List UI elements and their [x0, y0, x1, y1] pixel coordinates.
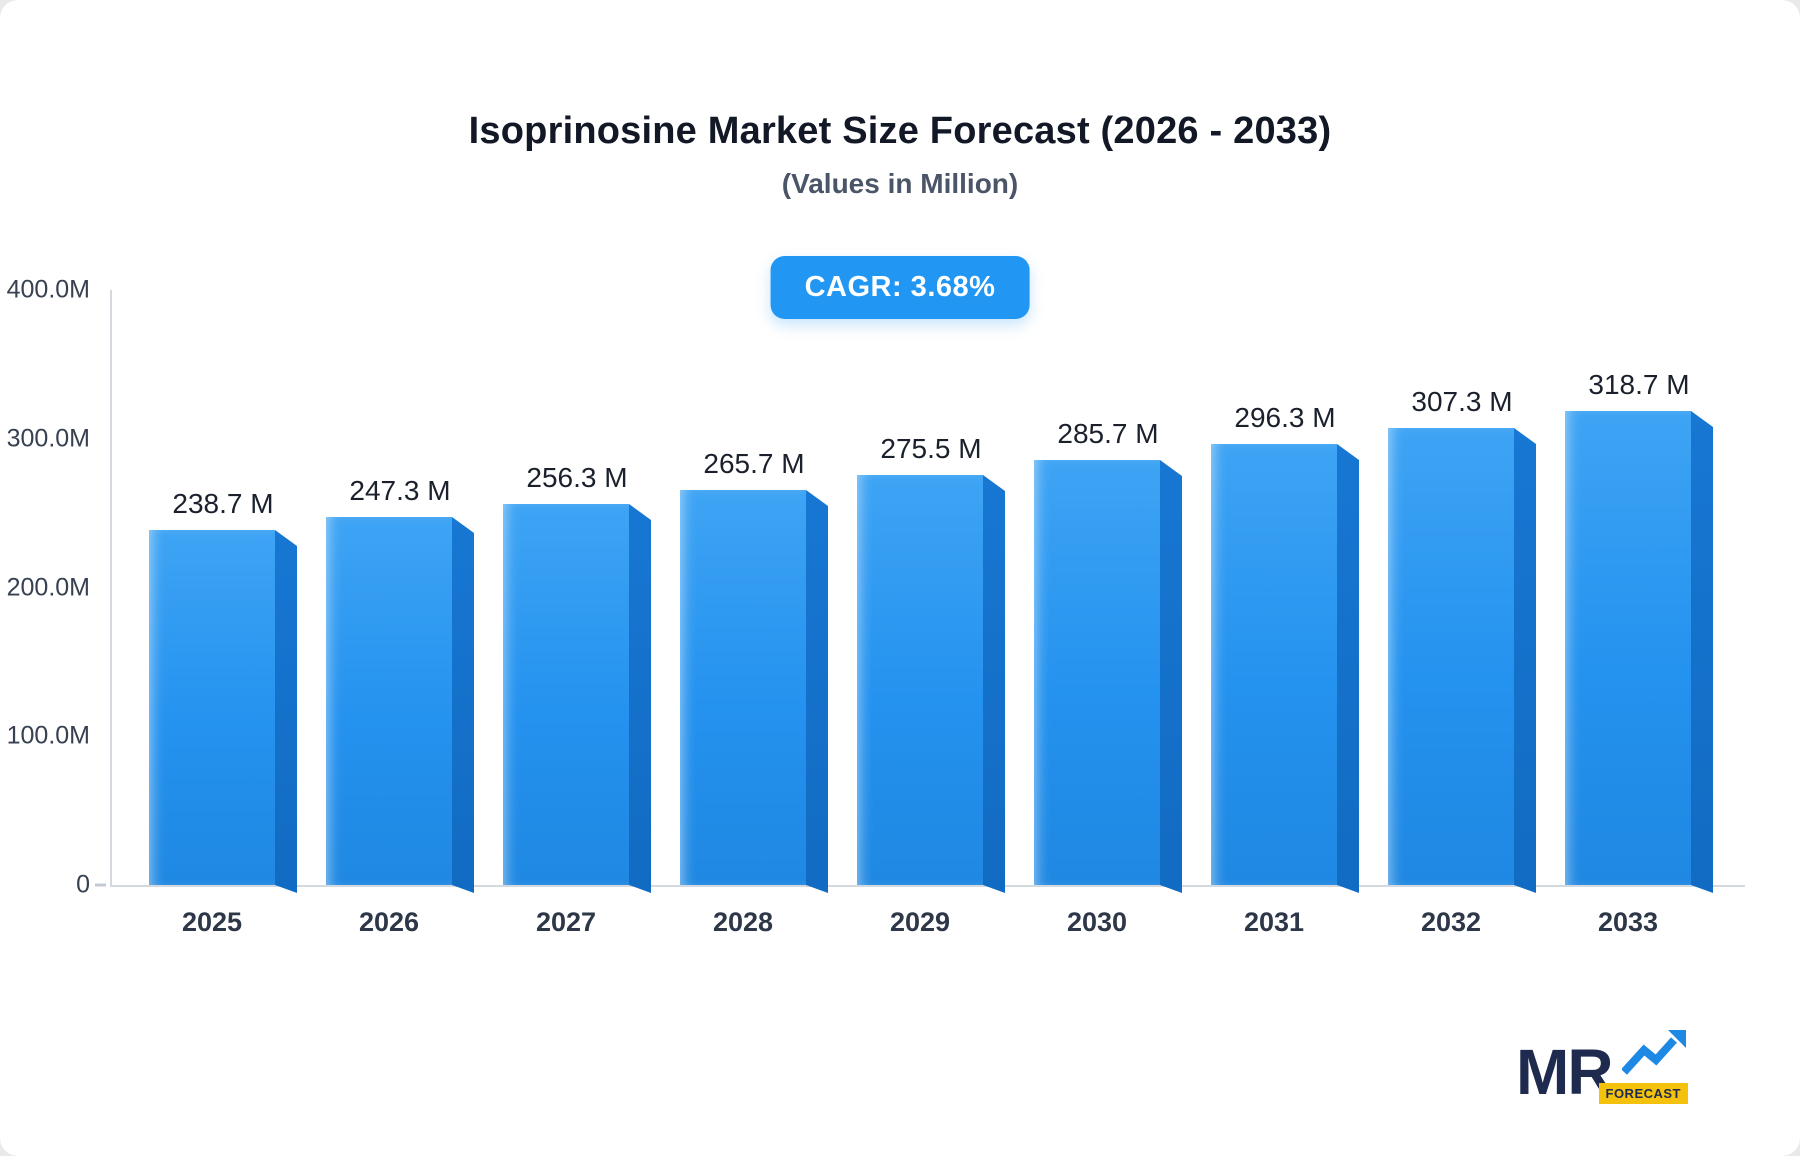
bar-side-face	[806, 490, 828, 893]
bar-2031: 296.3 M	[1211, 402, 1359, 885]
x-axis-label-2025: 2025	[181, 907, 243, 937]
bar-value-label: 238.7 M	[172, 488, 274, 519]
bar-value-label: 307.3 M	[1411, 386, 1513, 417]
mr-forecast-logo: MR FORECAST	[1516, 1030, 1688, 1108]
bar-side-face	[452, 517, 474, 893]
x-axis-label-2029: 2029	[889, 907, 951, 937]
bar-front-face	[503, 504, 629, 885]
x-axis-label-2027: 2027	[535, 907, 597, 937]
bar-value-label: 318.7 M	[1588, 369, 1690, 400]
bar-chart-plot-area: 0 100.0M 200.0M 300.0M 400.0M 238.7 M 2025 247.…	[7, 276, 1745, 937]
bar-2033: 318.7 M	[1565, 369, 1713, 885]
bar-2025: 238.7 M	[149, 488, 297, 885]
bar-side-face	[629, 504, 651, 893]
logo-text: MR	[1516, 1036, 1614, 1108]
bar-front-face	[857, 475, 983, 885]
bar-2032: 307.3 M	[1388, 386, 1536, 885]
x-axis-label-2028: 2028	[712, 907, 774, 937]
bar-2028: 265.7 M	[680, 448, 828, 885]
chart-subtitle: (Values in Million)	[781, 168, 1019, 199]
bar-value-label: 256.3 M	[526, 462, 628, 493]
logo-forecast-label: FORECAST	[1598, 1083, 1688, 1104]
bar-side-face	[1337, 444, 1359, 893]
bar-2027: 256.3 M	[503, 462, 651, 885]
bar-2026: 247.3 M	[326, 475, 474, 885]
y-axis-label: 300.0M	[6, 424, 90, 453]
x-axis-label-2032: 2032	[1420, 907, 1482, 937]
x-axis-line	[110, 885, 1745, 887]
bar-front-face	[1034, 460, 1160, 885]
x-axis-label-2033: 2033	[1597, 907, 1659, 937]
bar-side-face	[1160, 460, 1182, 893]
bar-side-face	[983, 475, 1005, 893]
bar-value-label: 296.3 M	[1234, 402, 1336, 433]
bar-value-label: 275.5 M	[880, 433, 982, 464]
x-axis-label-2026: 2026	[358, 907, 420, 937]
x-axis-label-2031: 2031	[1243, 907, 1305, 937]
y-axis-label: 100.0M	[6, 721, 90, 750]
bar-front-face	[1211, 444, 1337, 885]
bar-side-face	[1514, 428, 1536, 893]
bar-front-face	[326, 517, 452, 885]
bar-2030: 285.7 M	[1034, 418, 1182, 885]
bar-front-face	[149, 530, 275, 885]
bar-2029: 275.5 M	[857, 433, 1005, 885]
y-axis-tick	[95, 883, 106, 887]
bar-front-face	[1565, 411, 1691, 885]
bar-side-face	[1691, 411, 1713, 893]
bar-side-face	[275, 530, 297, 893]
cagr-badge: CAGR: 3.68%	[770, 256, 1030, 319]
y-axis-label: 0	[76, 870, 90, 899]
y-axis-line	[110, 290, 112, 885]
trend-arrow-icon	[1622, 1030, 1686, 1075]
bar-value-label: 285.7 M	[1057, 418, 1159, 449]
y-axis-label: 200.0M	[6, 573, 90, 601]
bar-front-face	[680, 490, 806, 885]
x-axis-label-2030: 2030	[1066, 907, 1128, 937]
bar-front-face	[1388, 428, 1514, 885]
bar-value-label: 247.3 M	[349, 475, 451, 506]
chart-title: Isoprinosine Market Size Forecast (2026 …	[468, 110, 1332, 152]
y-axis-label: 400.0M	[6, 275, 90, 304]
bar-value-label: 265.7 M	[703, 448, 805, 479]
